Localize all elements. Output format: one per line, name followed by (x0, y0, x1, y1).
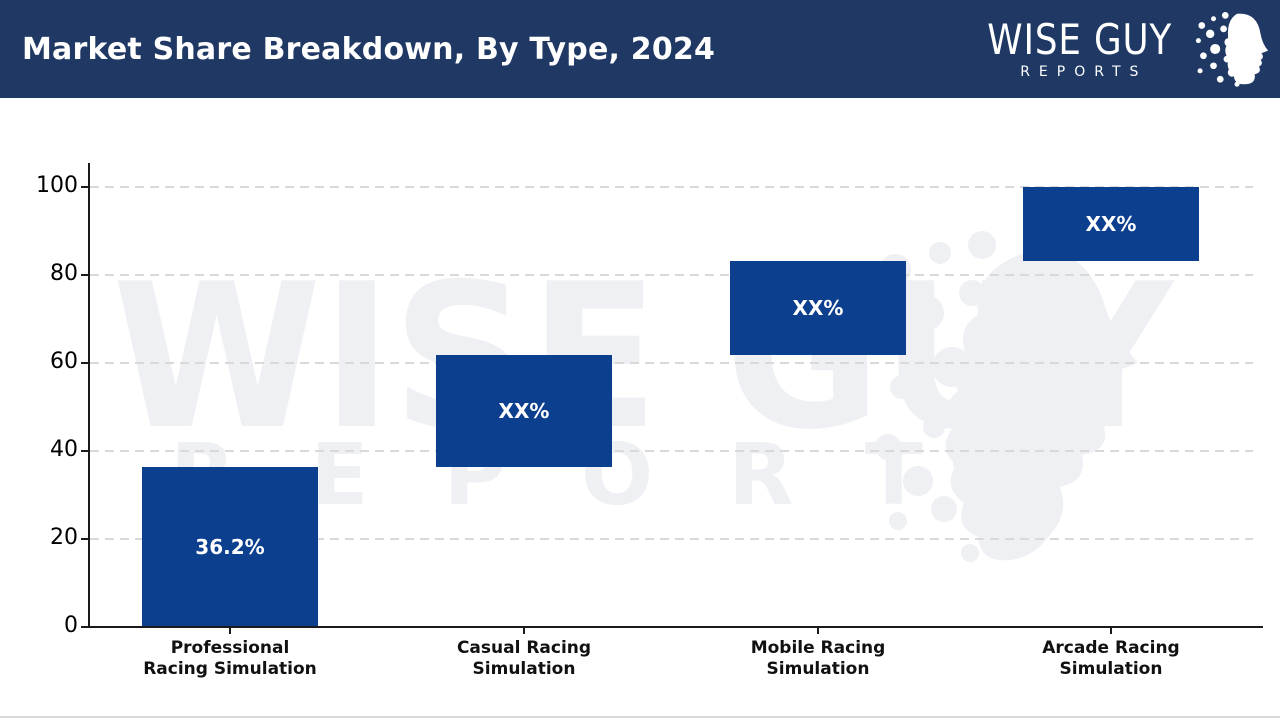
x-tick-mark (1110, 628, 1112, 634)
x-category-label: Professional Racing Simulation (143, 638, 317, 680)
y-grid-line (90, 273, 1253, 276)
x-category-label: Casual Racing Simulation (456, 638, 592, 680)
y-tick-label: 80 (50, 260, 78, 286)
x-category-label: Mobile Racing Simulation (750, 638, 886, 680)
bar: XX% (436, 354, 612, 468)
page-title: Market Share Breakdown, By Type, 2024 (22, 31, 716, 67)
x-axis-line (88, 626, 1263, 628)
bar-value-label: XX% (498, 398, 550, 423)
y-grid-line (90, 449, 1253, 452)
bar-value-label: 36.2% (195, 534, 265, 559)
wise-guy-logo: WISE GUY REPORTS (971, 6, 1274, 92)
y-tick-label: 40 (50, 436, 78, 462)
x-tick-mark (229, 628, 231, 634)
y-tick-mark (81, 185, 88, 188)
y-grid-line (90, 361, 1253, 364)
y-tick-mark (81, 361, 88, 364)
header: Market Share Breakdown, By Type, 2024 WI… (0, 0, 1280, 98)
bar: XX% (1023, 186, 1199, 262)
logo-name: WISE GUY (986, 14, 1172, 64)
y-tick-mark (81, 273, 88, 276)
x-tick-mark (523, 628, 525, 634)
logo-text: WISE GUY REPORTS (971, 14, 1188, 80)
y-grid-line (90, 537, 1253, 540)
bar: 36.2% (142, 467, 318, 627)
bar-value-label: XX% (792, 295, 844, 320)
logo-tagline: REPORTS (1020, 63, 1148, 80)
x-tick-mark (817, 628, 819, 634)
y-grid-line (90, 185, 1253, 188)
x-category-label: Arcade Racing Simulation (1042, 638, 1180, 680)
bar: XX% (730, 261, 906, 355)
bottom-rule (0, 716, 1280, 718)
y-tick-label: 100 (36, 172, 78, 198)
y-tick-label: 0 (64, 612, 78, 638)
bar-value-label: XX% (1085, 211, 1137, 236)
y-tick-mark (81, 625, 88, 628)
y-tick-label: 20 (50, 524, 78, 550)
logo-head-icon (1195, 12, 1269, 87)
y-tick-mark (81, 537, 88, 540)
y-tick-label: 60 (50, 348, 78, 374)
y-axis-line (88, 163, 90, 628)
y-tick-mark (81, 449, 88, 452)
